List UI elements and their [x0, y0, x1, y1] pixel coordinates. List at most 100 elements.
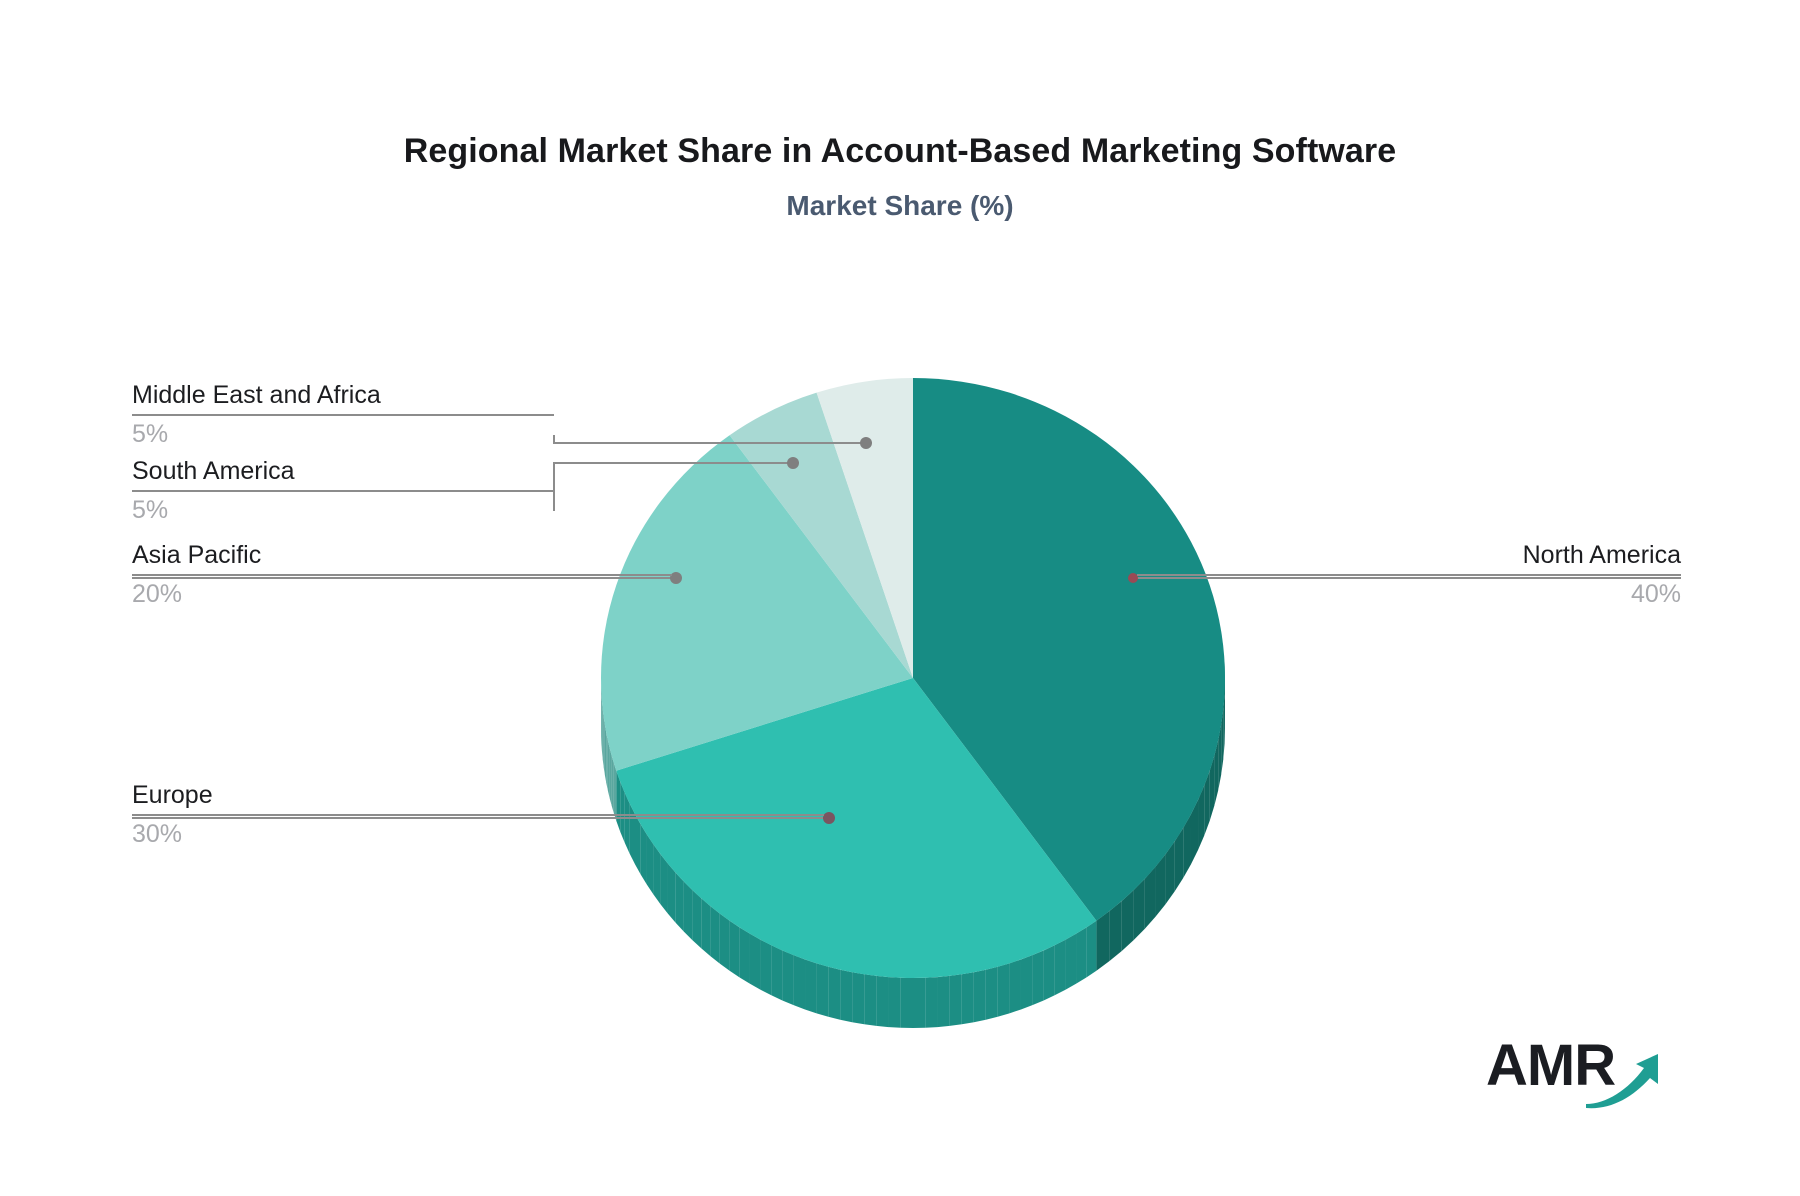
slice-side-asia-pacific [613, 763, 617, 821]
slice-side-north-america [1155, 854, 1166, 917]
slice-side-asia-pacific [607, 740, 610, 799]
slice-side-north-america [1121, 890, 1134, 951]
callout-label-asia-pacific: Asia Pacific [132, 541, 262, 569]
pie-top-face [601, 378, 1225, 979]
slice-side-europe [805, 959, 817, 1014]
page-title: Regional Market Share in Account-Based M… [403, 132, 1397, 170]
pie-3d-sides [601, 662, 1225, 1028]
leader-line-south-america [553, 462, 789, 511]
slice-south-america [729, 392, 913, 678]
slice-side-europe [997, 963, 1010, 1017]
callout-rule-asia-pacific [132, 574, 672, 576]
slice-side-north-america [1190, 800, 1199, 865]
slice-side-north-america [1214, 740, 1219, 806]
slice-side-north-america [1209, 755, 1215, 821]
slice-side-asia-pacific [606, 732, 608, 791]
callout-value-north-america: 40% [1630, 580, 1681, 608]
slice-side-north-america [1109, 900, 1122, 962]
slice-side-north-america [1223, 693, 1225, 760]
slice-side-north-america [1174, 828, 1184, 892]
callout-south-america[interactable]: South America 5% [132, 456, 554, 526]
leader-line-middle-east-africa [553, 435, 862, 444]
slice-north-america [913, 378, 1225, 921]
slice-side-europe [961, 972, 974, 1025]
slice-side-europe [1086, 920, 1097, 978]
slice-side-north-america [1183, 814, 1191, 878]
leader-dot-middle-east-africa [860, 437, 872, 449]
leader-dot-asia-pacific [670, 572, 682, 584]
slice-side-europe [701, 898, 711, 957]
callout-label-middle-east-africa: Middle East and Africa [132, 381, 381, 409]
leader-dot-north-america [1128, 573, 1138, 583]
slice-side-europe [937, 975, 950, 1028]
slice-side-asia-pacific [609, 748, 612, 806]
callout-label-europe: Europe [132, 781, 213, 809]
slice-side-europe [828, 966, 841, 1020]
slice-side-europe [925, 977, 938, 1028]
leader-dot-south-america [787, 457, 799, 469]
callout-rule-europe [132, 814, 824, 816]
slice-asia-pacific [601, 435, 913, 771]
slice-side-europe [683, 881, 693, 941]
slice-side-asia-pacific [611, 755, 614, 814]
slice-side-north-america [1218, 724, 1222, 791]
slice-side-north-america [1165, 841, 1175, 905]
slice-side-europe [852, 972, 865, 1025]
slice-side-asia-pacific [603, 717, 605, 775]
slice-side-europe [749, 933, 761, 990]
callout-north-america[interactable]: North America 40% [1137, 540, 1681, 610]
growth-arrow-icon [1586, 1054, 1658, 1109]
slice-side-asia-pacific [602, 709, 604, 768]
slice-side-north-america [1144, 866, 1156, 929]
callout-value-middle-east-africa: 5% [132, 420, 169, 448]
slice-side-europe [635, 814, 641, 875]
slice-middle-east-and-africa [816, 378, 913, 678]
slice-side-europe [913, 977, 926, 1028]
callout-asia-pacific[interactable]: Asia Pacific 20% [132, 540, 672, 610]
slice-side-europe [888, 977, 901, 1028]
slice-side-north-america [1198, 785, 1205, 851]
slice-side-europe [640, 824, 647, 885]
slice-side-europe [793, 955, 806, 1010]
slice-side-europe [719, 913, 730, 971]
callout-value-europe: 30% [132, 820, 183, 848]
slice-side-north-america [1204, 770, 1210, 836]
amr-logo-text: AMR [1486, 1033, 1616, 1098]
slice-side-europe [782, 950, 794, 1006]
slice-side-asia-pacific [601, 701, 603, 760]
slice-side-europe [1043, 945, 1055, 1001]
slice-side-europe [816, 963, 829, 1017]
slice-side-europe [949, 974, 962, 1026]
callout-rule-north-america [1137, 574, 1681, 576]
slice-side-europe [876, 975, 889, 1028]
slice-side-europe [620, 781, 625, 843]
slice-side-europe [660, 854, 668, 914]
slice-side-europe [675, 872, 684, 932]
slice-side-europe [760, 939, 772, 996]
callout-middle-east-africa[interactable]: Middle East and Africa 5% [132, 380, 554, 450]
slice-side-europe [1065, 933, 1077, 990]
slice-side-europe [692, 890, 702, 949]
slice-side-europe [653, 844, 661, 905]
callout-label-north-america: North America [1522, 541, 1681, 569]
slice-side-europe [1009, 959, 1021, 1014]
slice-side-europe [1076, 927, 1087, 984]
slice-side-europe [667, 863, 676, 923]
slice-side-europe [710, 906, 720, 964]
slice-side-europe [1054, 939, 1066, 996]
callout-value-asia-pacific: 20% [132, 580, 183, 608]
slice-side-europe [973, 969, 986, 1023]
slice-side-asia-pacific [604, 724, 607, 783]
amr-logo: AMR [1486, 1032, 1686, 1112]
slice-europe [616, 678, 1097, 979]
slice-side-europe [624, 792, 630, 854]
slice-side-europe [840, 969, 853, 1023]
slice-side-europe [646, 834, 654, 895]
slice-side-europe [864, 974, 877, 1026]
chart-subtitle: Market Share (%) [786, 190, 1014, 221]
slice-side-north-america [1096, 911, 1110, 971]
callout-value-south-america: 5% [132, 496, 169, 524]
callout-europe[interactable]: Europe 30% [132, 780, 824, 850]
